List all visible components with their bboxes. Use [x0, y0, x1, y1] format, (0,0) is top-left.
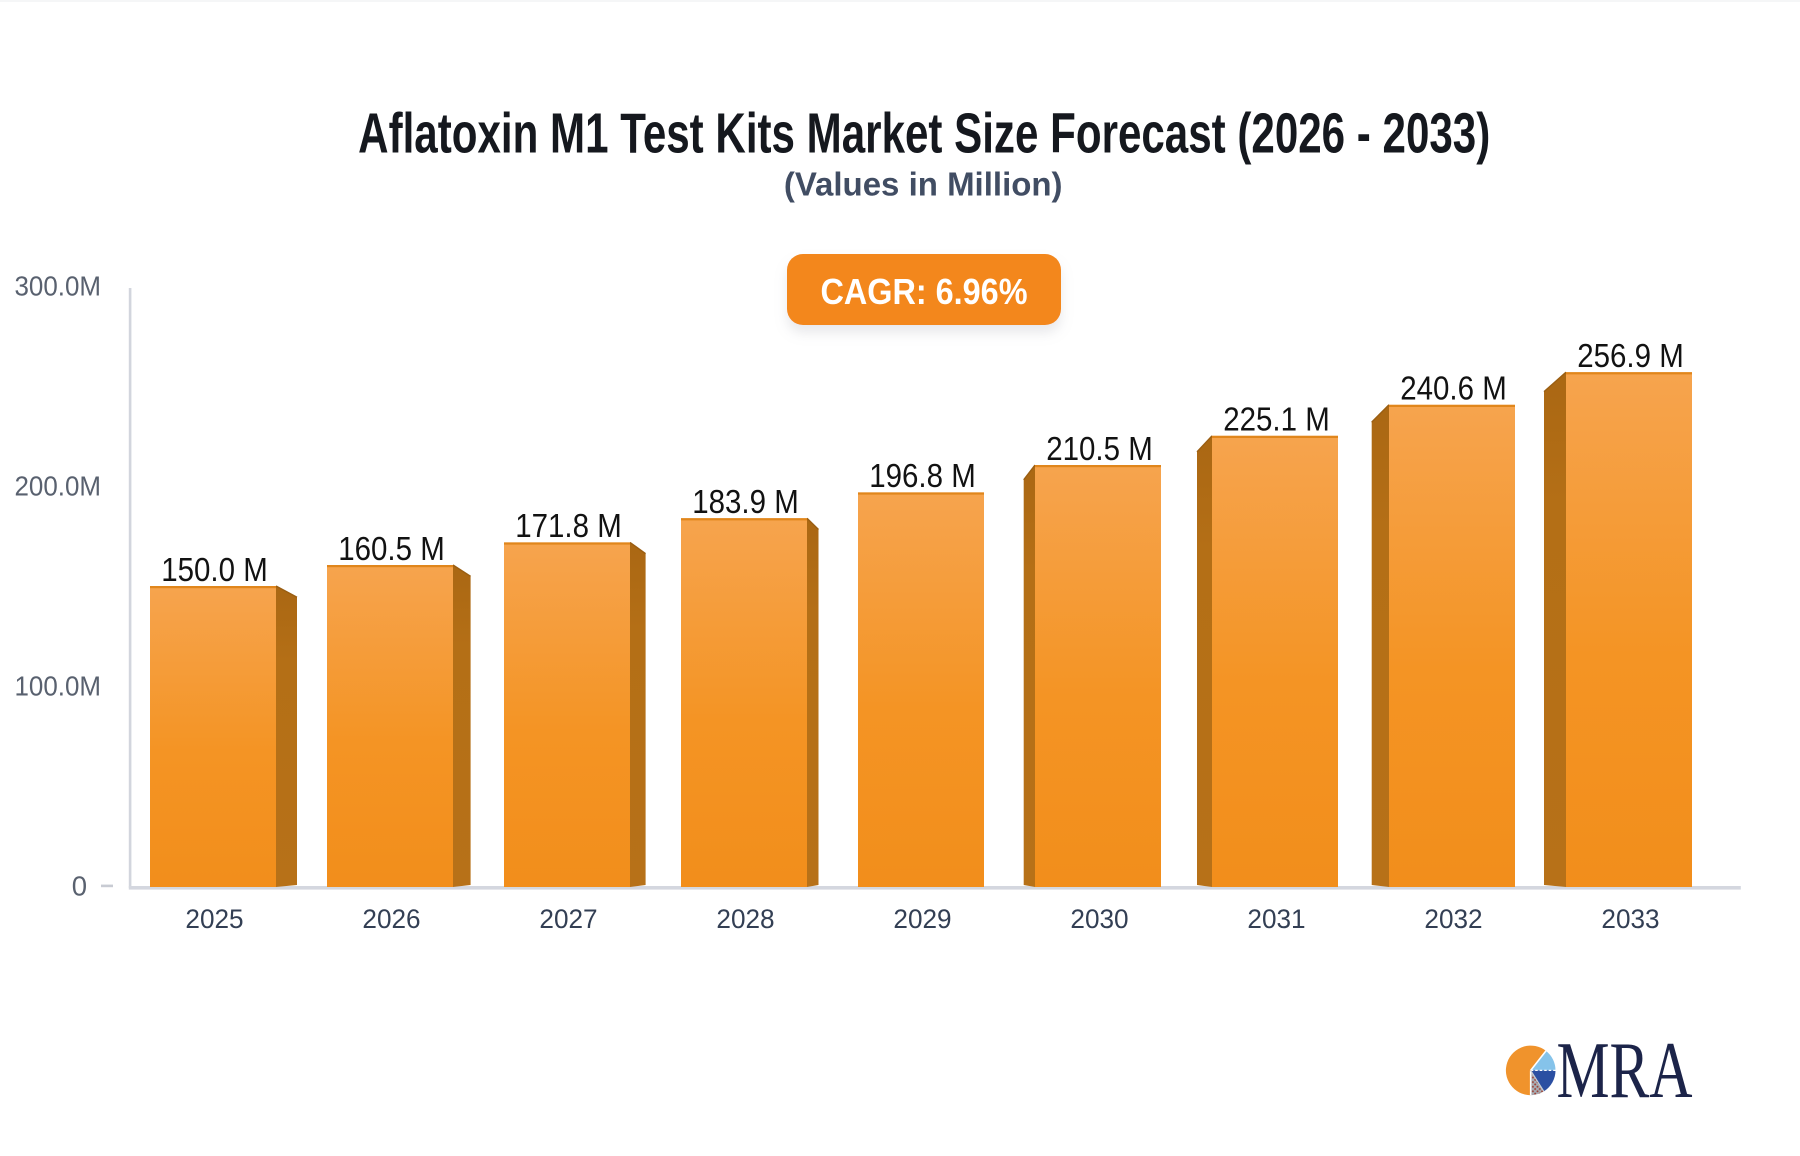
svg-text:171.8 M: 171.8 M	[515, 508, 622, 545]
svg-text:2026: 2026	[362, 904, 420, 934]
svg-text:2033: 2033	[1601, 904, 1659, 934]
svg-text:(Values in Million): (Values in Million)	[784, 166, 1063, 203]
svg-text:200.0M: 200.0M	[15, 471, 102, 502]
svg-text:2032: 2032	[1424, 904, 1482, 934]
svg-text:2028: 2028	[716, 904, 774, 934]
svg-text:196.8 M: 196.8 M	[869, 458, 976, 495]
svg-text:2025: 2025	[185, 904, 243, 934]
svg-text:210.5 M: 210.5 M	[1046, 431, 1153, 468]
svg-text:225.1 M: 225.1 M	[1223, 402, 1330, 439]
svg-text:2030: 2030	[1070, 904, 1128, 934]
svg-text:2031: 2031	[1247, 904, 1305, 934]
svg-text:300.0M: 300.0M	[15, 271, 102, 302]
svg-text:183.9 M: 183.9 M	[692, 484, 799, 521]
svg-text:Aflatoxin M1 Test Kits Market: Aflatoxin M1 Test Kits Market Size Forec…	[358, 101, 1490, 165]
svg-text:256.9 M: 256.9 M	[1577, 338, 1684, 375]
svg-text:0: 0	[72, 871, 87, 902]
svg-text:2029: 2029	[893, 904, 951, 934]
svg-text:240.6 M: 240.6 M	[1400, 371, 1507, 408]
svg-text:MRA: MRA	[1557, 1027, 1693, 1115]
svg-text:150.0 M: 150.0 M	[161, 552, 268, 589]
svg-text:CAGR: 6.96%: CAGR: 6.96%	[821, 271, 1028, 312]
svg-text:160.5 M: 160.5 M	[338, 531, 445, 568]
svg-text:100.0M: 100.0M	[15, 671, 102, 702]
svg-text:2027: 2027	[539, 904, 597, 934]
